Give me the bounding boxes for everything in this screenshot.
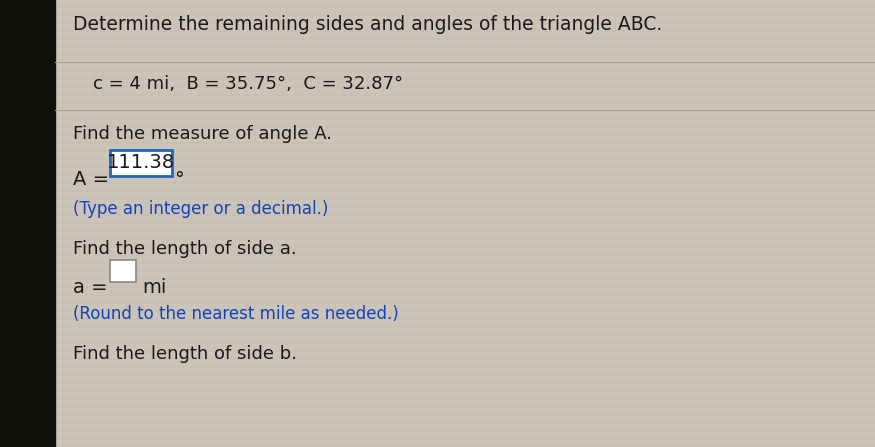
Bar <box>0 0 55 447</box>
Text: °: ° <box>174 170 184 189</box>
Text: Determine the remaining sides and angles of the triangle ABC.: Determine the remaining sides and angles… <box>73 15 662 34</box>
Text: Find the length of side b.: Find the length of side b. <box>73 345 297 363</box>
FancyBboxPatch shape <box>110 260 136 282</box>
Text: A =: A = <box>73 170 116 189</box>
FancyBboxPatch shape <box>110 150 172 176</box>
Text: c = 4 mi,  B = 35.75°,  C = 32.87°: c = 4 mi, B = 35.75°, C = 32.87° <box>93 75 403 93</box>
Text: Find the length of side a.: Find the length of side a. <box>73 240 297 258</box>
Text: a =: a = <box>73 278 114 297</box>
Text: mi: mi <box>142 278 166 297</box>
Text: Find the measure of angle A.: Find the measure of angle A. <box>73 125 332 143</box>
Text: (Type an integer or a decimal.): (Type an integer or a decimal.) <box>73 200 328 218</box>
Text: 111.38: 111.38 <box>107 153 175 173</box>
Text: (Round to the nearest mile as needed.): (Round to the nearest mile as needed.) <box>73 305 399 323</box>
